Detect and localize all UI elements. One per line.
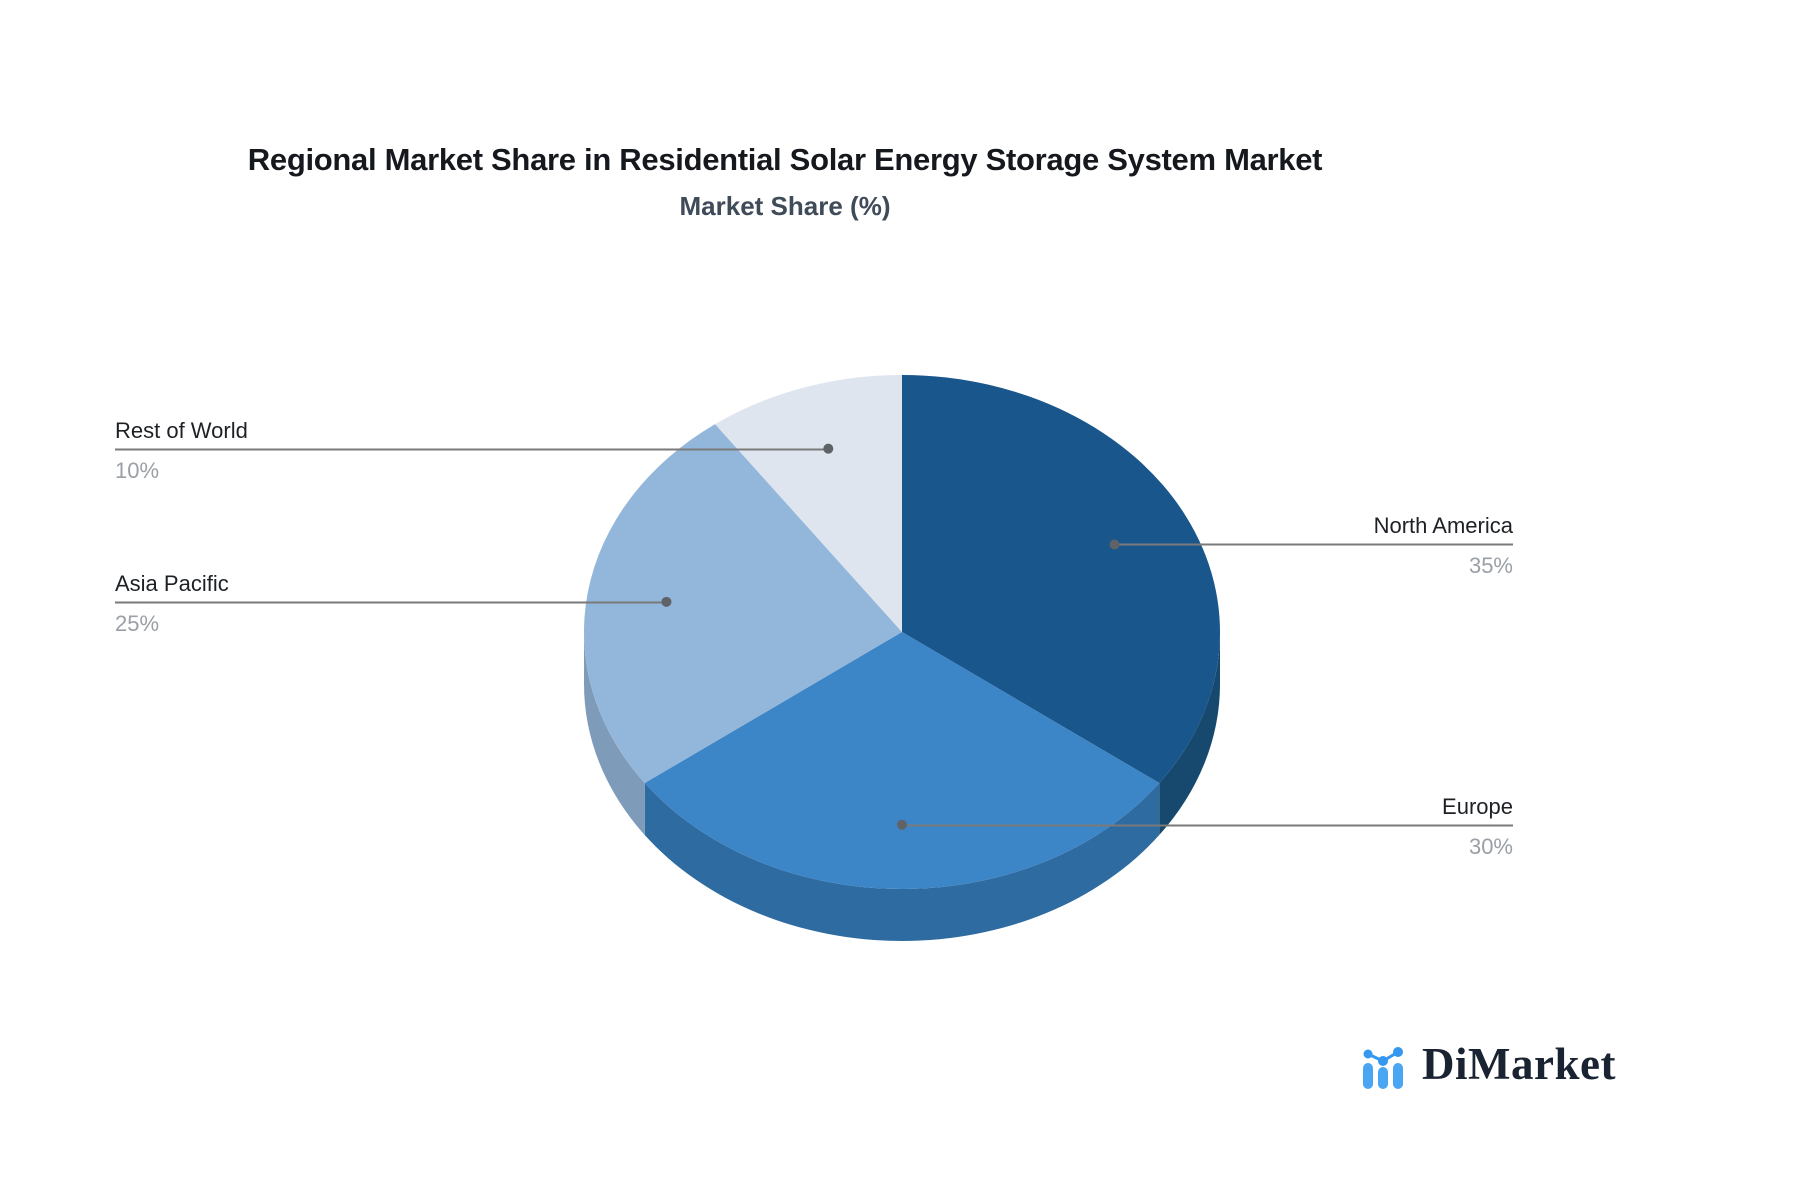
leader-dot-rest-of-world	[823, 443, 834, 454]
slice-percent: 25%	[115, 610, 160, 636]
slice-percent: 30%	[1468, 833, 1513, 859]
leader-dot-asia-pacific	[661, 596, 672, 607]
pie-slice-rest-of-world	[715, 375, 902, 632]
slice-name: Rest of World	[115, 417, 248, 443]
logo-text: DiMarket	[1422, 1039, 1616, 1089]
slice-name: Asia Pacific	[115, 570, 229, 596]
pie-slice-asia-pacific	[584, 424, 902, 784]
slice-name: Europe	[1442, 793, 1513, 819]
pie-slice-side-asia-pacific	[584, 632, 645, 836]
dimarket-logo: DiMarket	[1360, 1038, 1616, 1090]
leader-dot-north-america	[1109, 539, 1120, 550]
slice-percent: 10%	[115, 457, 160, 483]
slice-name: North America	[1373, 512, 1513, 538]
pie-slice-north-america	[902, 375, 1220, 784]
slice-percent: 35%	[1468, 552, 1513, 578]
chart-header: Regional Market Share in Residential Sol…	[0, 138, 1570, 222]
chart-subtitle: Market Share (%)	[679, 191, 891, 221]
chart-title: Regional Market Share in Residential Sol…	[247, 142, 1323, 177]
leader-dot-europe	[897, 819, 907, 830]
mini-bar-line-chart-icon	[1363, 1047, 1403, 1089]
pie-slice-side-europe	[644, 783, 1160, 941]
pie-slice-side-north-america	[1159, 632, 1220, 836]
